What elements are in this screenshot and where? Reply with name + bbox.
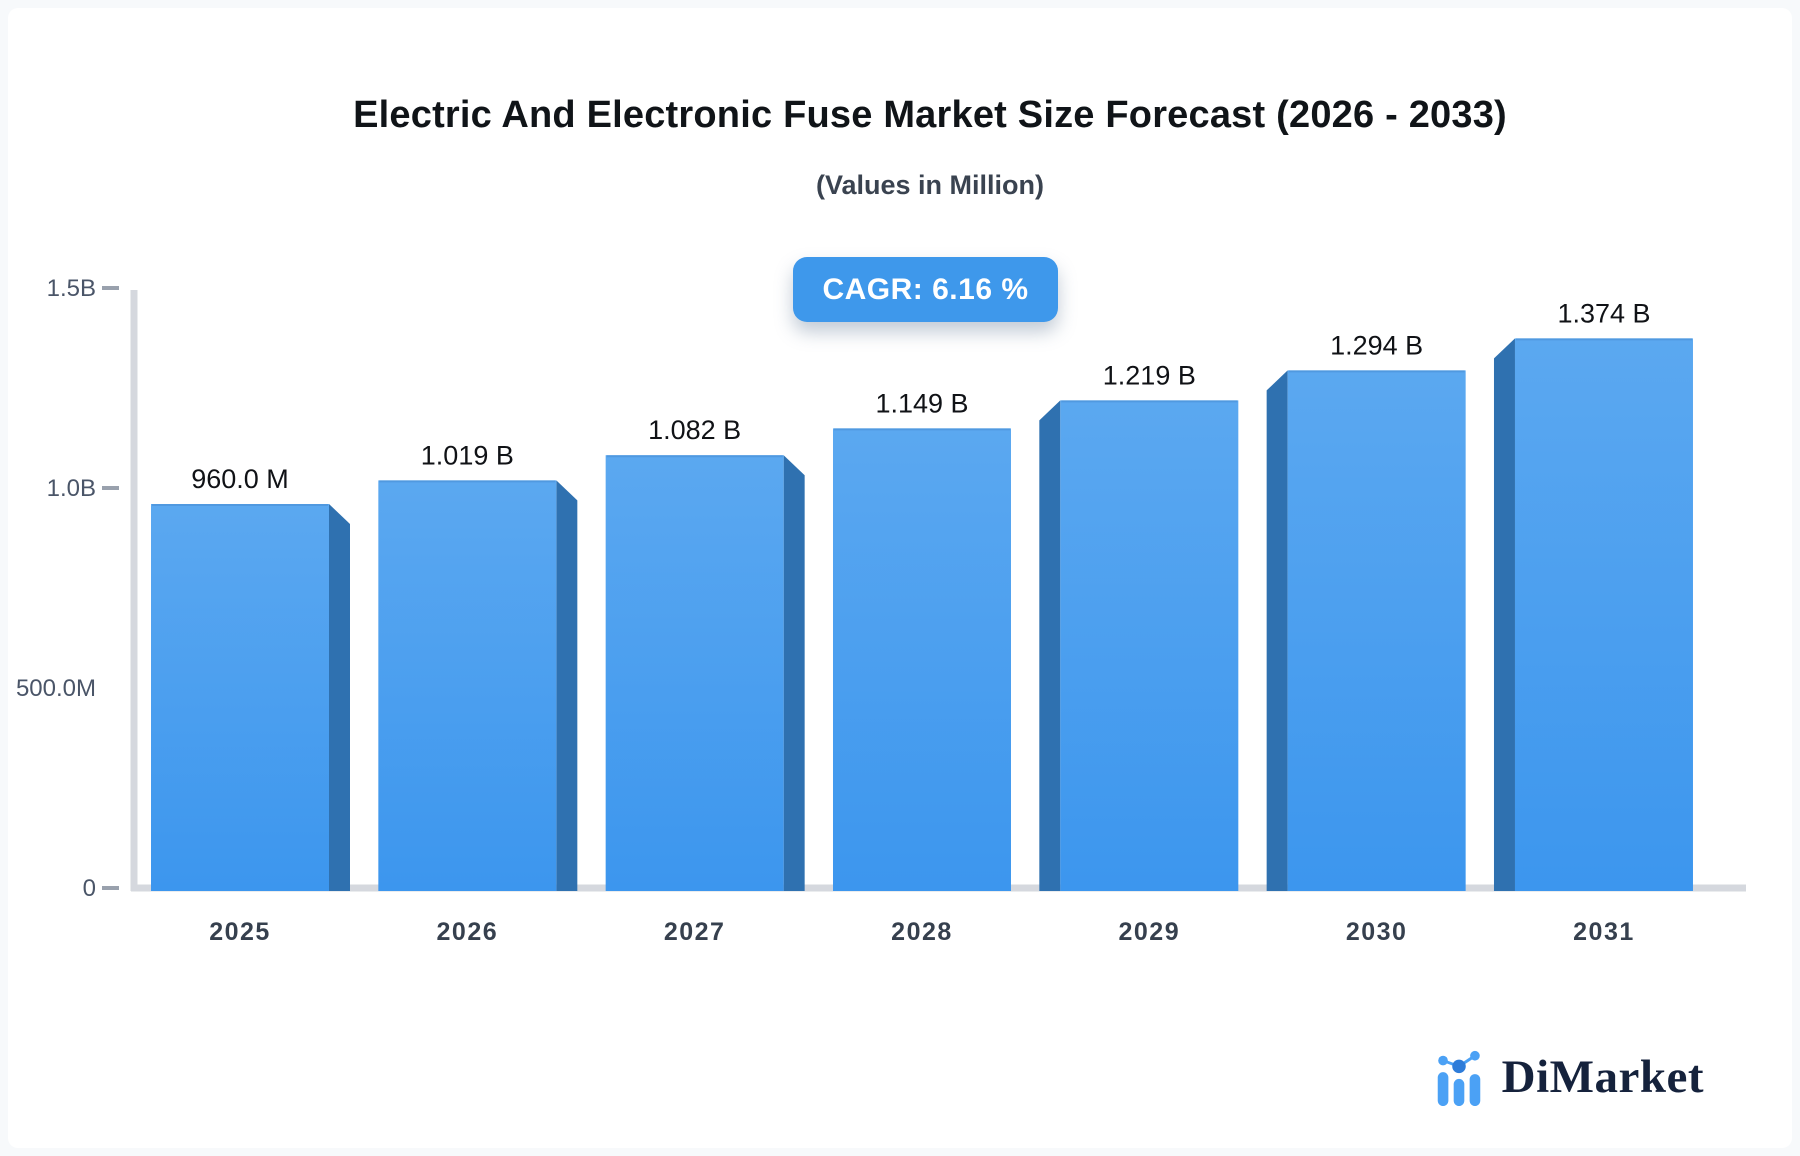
bar-2025 xyxy=(151,504,329,891)
dimarket-logo-icon xyxy=(1437,1050,1480,1106)
dimarket-logo: DiMarket xyxy=(1430,1046,1704,1108)
bar-2026 xyxy=(378,480,557,891)
y-axis-tick-label: 1.0B xyxy=(47,475,96,502)
bar-value-label: 1.082 B xyxy=(648,415,741,445)
chart-subtitle: (Values in Million) xyxy=(815,170,1045,200)
x-axis-label: 2030 xyxy=(1346,918,1408,946)
bar-side-face xyxy=(1266,370,1288,891)
bar-value-label: 1.294 B xyxy=(1330,330,1423,360)
y-axis-tick-label: 1.5B xyxy=(47,275,96,302)
bar-2030 xyxy=(1287,370,1466,891)
x-axis-label: 2027 xyxy=(664,918,726,946)
bar-2027 xyxy=(605,455,784,891)
x-axis-label: 2026 xyxy=(437,918,499,946)
bar-2028 xyxy=(832,428,1011,891)
bar-value-label: 960.0 M xyxy=(191,464,289,494)
cagr-badge: CAGR: 6.16 % xyxy=(793,257,1058,322)
bar-value-label: 1.019 B xyxy=(421,440,514,470)
bar-side-face xyxy=(783,455,805,891)
dimarket-logo-text: DiMarket xyxy=(1501,1051,1704,1103)
bar-value-label: 1.219 B xyxy=(1103,360,1196,390)
bar-side-face xyxy=(1493,338,1515,891)
chart-title: Electric And Electronic Fuse Market Size… xyxy=(353,94,1507,136)
bar-value-label: 1.374 B xyxy=(1557,298,1650,328)
bar-side-face xyxy=(1039,400,1061,891)
bar-value-label: 1.149 B xyxy=(875,388,968,418)
bar-side-face xyxy=(329,504,350,891)
bar-2031 xyxy=(1514,338,1693,891)
y-axis-tick-label: 500.0M xyxy=(16,675,96,702)
x-axis-label: 2025 xyxy=(209,918,271,946)
x-axis-label: 2028 xyxy=(891,918,953,946)
x-axis-label: 2029 xyxy=(1119,918,1181,946)
bar-side-face xyxy=(556,480,578,891)
x-axis-label: 2031 xyxy=(1573,918,1635,946)
bar-2029 xyxy=(1060,400,1239,891)
y-axis-tick-label: 0 xyxy=(83,875,96,902)
